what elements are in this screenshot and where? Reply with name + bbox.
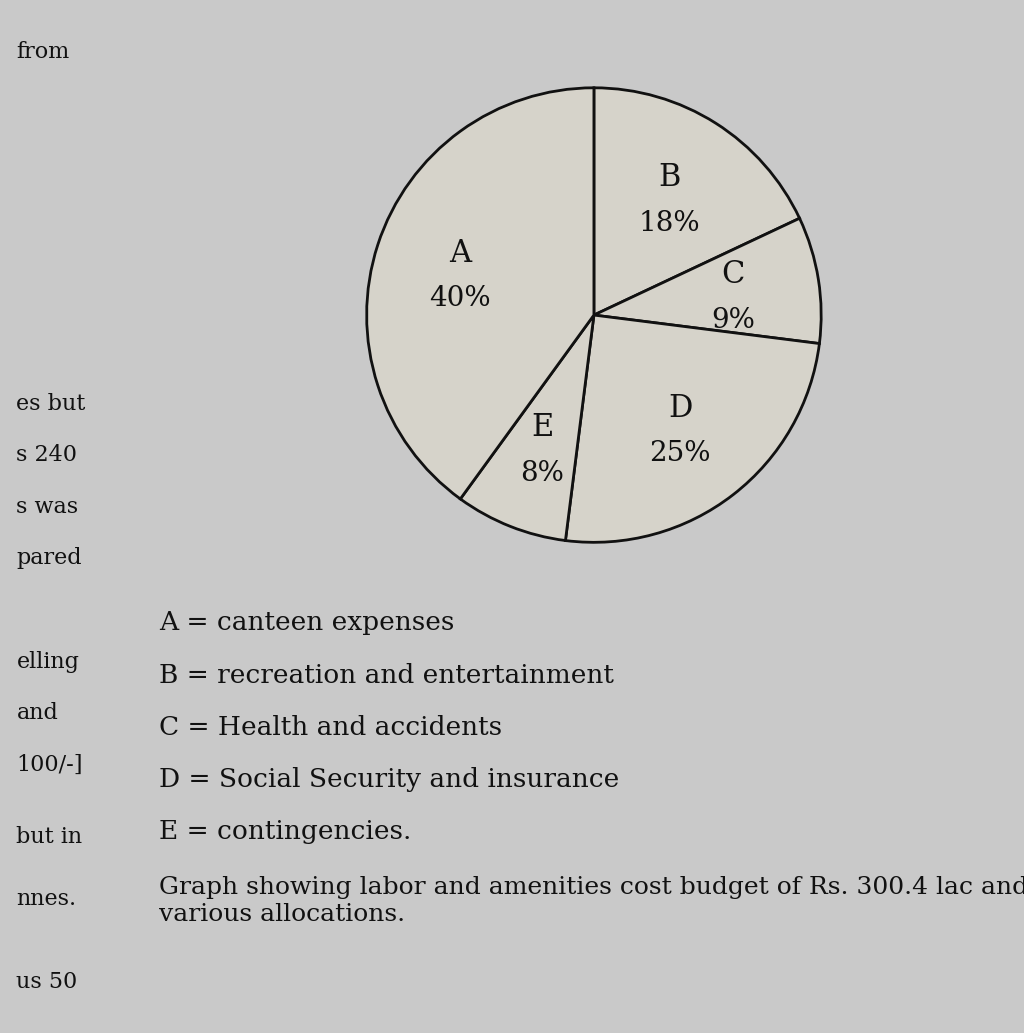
Wedge shape	[565, 315, 819, 542]
Text: 18%: 18%	[639, 210, 700, 237]
Text: es but: es but	[16, 393, 86, 414]
Wedge shape	[367, 88, 594, 499]
Text: but in: but in	[16, 826, 83, 848]
Text: s was: s was	[16, 496, 79, 518]
Text: elling: elling	[16, 651, 79, 672]
Text: s 240: s 240	[16, 444, 78, 466]
Text: A = canteen expenses: A = canteen expenses	[159, 611, 454, 635]
Text: 25%: 25%	[649, 440, 711, 467]
Text: 40%: 40%	[429, 285, 490, 312]
Text: B: B	[658, 162, 681, 193]
Text: and: and	[16, 702, 58, 724]
Text: 100/-]: 100/-]	[16, 754, 83, 776]
Text: E = contingencies.: E = contingencies.	[159, 819, 411, 844]
Text: D = Social Security and insurance: D = Social Security and insurance	[159, 768, 618, 792]
Text: D: D	[668, 393, 692, 424]
Text: from: from	[16, 41, 70, 63]
Text: C: C	[721, 259, 744, 290]
Text: C = Health and accidents: C = Health and accidents	[159, 715, 502, 740]
Wedge shape	[461, 315, 594, 540]
Text: B = recreation and entertainment: B = recreation and entertainment	[159, 662, 613, 688]
Text: A: A	[449, 238, 471, 269]
Text: nnes.: nnes.	[16, 888, 77, 910]
Text: us 50: us 50	[16, 971, 78, 993]
Text: pared: pared	[16, 547, 82, 569]
Wedge shape	[594, 218, 821, 344]
Text: 8%: 8%	[520, 460, 564, 487]
Wedge shape	[594, 88, 800, 315]
Text: Graph showing labor and amenities cost budget of Rs. 300.4 lac and percentage of: Graph showing labor and amenities cost b…	[159, 876, 1024, 926]
Text: E: E	[530, 412, 553, 443]
Text: 9%: 9%	[711, 307, 755, 334]
